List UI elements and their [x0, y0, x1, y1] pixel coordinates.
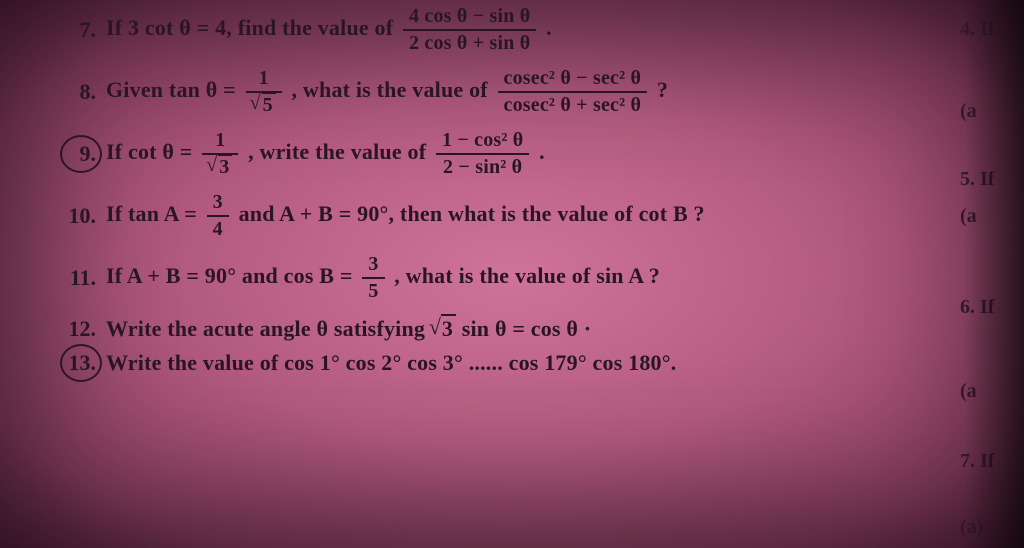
sqrt: 5 — [252, 95, 276, 116]
text-segment: ? — [657, 77, 668, 102]
problem-text: Write the acute angle θ satisfying 3 sin… — [106, 316, 591, 342]
problem-number-circled: 9. — [60, 141, 106, 167]
fraction: 4 cos θ − sin θ 2 cos θ + sin θ — [403, 6, 536, 54]
fraction-numerator: 3 — [362, 254, 384, 275]
text-segment: , what is the value of sin A ? — [394, 263, 660, 288]
fraction-bar — [403, 29, 536, 31]
text-segment: If tan A = — [106, 201, 203, 226]
problem-13: 13. Write the value of cos 1° cos 2° cos… — [60, 350, 944, 376]
problem-text: Given tan θ = 1 5 , what is the value of… — [106, 68, 668, 116]
fraction-bar — [498, 91, 648, 93]
problem-11: 11. If A + B = 90° and cos B = 3 5 , wha… — [60, 254, 944, 302]
fraction-denominator: 4 — [207, 219, 229, 240]
fraction-numerator: 1 — [209, 130, 231, 151]
problem-7: 7. If 3 cot θ = 4, find the value of 4 c… — [60, 6, 944, 54]
margin-fragment: (a — [960, 100, 1018, 123]
textbook-page: 7. If 3 cot θ = 4, find the value of 4 c… — [0, 0, 1024, 548]
problem-number: 11. — [60, 265, 106, 291]
problem-number: 12. — [60, 316, 106, 342]
problem-text: If tan A = 3 4 and A + B = 90°, then wha… — [106, 192, 705, 240]
fraction-numerator: 3 — [207, 192, 229, 213]
text-segment: If cot θ = — [106, 139, 198, 164]
margin-fragment: 4. If — [960, 18, 1018, 41]
text-segment: . — [546, 15, 552, 40]
fraction-denominator: 2 − sin² θ — [437, 157, 528, 178]
problem-8: 8. Given tan θ = 1 5 , what is the value… — [60, 68, 944, 116]
margin-fragment: (a — [960, 380, 1018, 403]
problem-text: If 3 cot θ = 4, find the value of 4 cos … — [106, 6, 552, 54]
problem-12: 12. Write the acute angle θ satisfying 3… — [60, 316, 944, 342]
text-segment: If 3 cot θ = 4, find the value of — [106, 15, 399, 40]
problem-number: 8. — [60, 79, 106, 105]
text-segment: , write the value of — [248, 139, 432, 164]
margin-fragment: (a — [960, 205, 1018, 228]
text-segment: sin θ = cos θ · — [462, 316, 592, 341]
margin-fragment: 6. If — [960, 296, 1018, 319]
fraction: 1 − cos² θ 2 − sin² θ — [436, 130, 530, 178]
margin-fragment: 7. If — [960, 450, 1018, 473]
text-segment: Given tan θ = — [106, 77, 242, 102]
fraction: cosec² θ − sec² θ cosec² θ + sec² θ — [498, 68, 648, 116]
fraction-denominator: 5 — [246, 95, 282, 116]
text-segment: Write the acute angle θ satisfying — [106, 316, 431, 341]
sqrt: 3 — [431, 316, 456, 342]
problem-list: 7. If 3 cot θ = 4, find the value of 4 c… — [60, 6, 944, 542]
problem-text: If cot θ = 1 3 , write the value of 1 − … — [106, 130, 545, 178]
fraction: 1 3 — [202, 130, 238, 178]
fraction: 1 5 — [246, 68, 282, 116]
problem-text: Write the value of cos 1° cos 2° cos 3° … — [106, 350, 676, 376]
fraction-numerator: 4 cos θ − sin θ — [403, 6, 536, 27]
radicand: 3 — [441, 314, 456, 341]
text-segment: If A + B = 90° and cos B = — [106, 263, 358, 288]
problem-text: If A + B = 90° and cos B = 3 5 , what is… — [106, 254, 660, 302]
fraction-denominator: 2 cos θ + sin θ — [403, 33, 536, 54]
radicand: 3 — [218, 154, 232, 178]
fraction-denominator: 5 — [362, 281, 384, 302]
text-segment: . — [539, 139, 545, 164]
margin-fragment: (a) — [960, 516, 1018, 539]
problem-9: 9. If cot θ = 1 3 , write the value of 1… — [60, 130, 944, 178]
fraction-numerator: 1 − cos² θ — [436, 130, 530, 151]
text-segment: , what is the value of — [292, 77, 494, 102]
fraction-bar — [207, 215, 229, 217]
problem-number: 10. — [60, 203, 106, 229]
fraction-numerator: 1 — [253, 68, 275, 89]
margin-fragment: 5. If — [960, 168, 1018, 191]
fraction-bar — [436, 153, 530, 155]
fraction-denominator: 3 — [202, 157, 238, 178]
text-segment: and A + B = 90°, then what is the value … — [239, 201, 705, 226]
fraction: 3 5 — [362, 254, 384, 302]
problem-number-circled: 13. — [60, 350, 106, 376]
fraction-denominator: cosec² θ + sec² θ — [498, 95, 648, 116]
fraction-numerator: cosec² θ − sec² θ — [498, 68, 648, 89]
problem-10: 10. If tan A = 3 4 and A + B = 90°, then… — [60, 192, 944, 240]
fraction-bar — [362, 277, 384, 279]
sqrt: 3 — [208, 157, 232, 178]
problem-number: 7. — [60, 17, 106, 43]
fraction: 3 4 — [207, 192, 229, 240]
radicand: 5 — [262, 92, 276, 116]
